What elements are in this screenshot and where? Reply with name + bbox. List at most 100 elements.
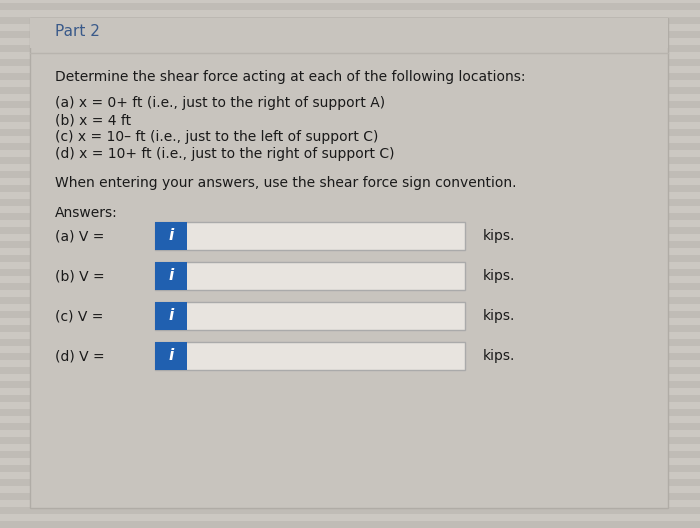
FancyBboxPatch shape (0, 437, 700, 444)
FancyBboxPatch shape (0, 283, 700, 290)
FancyBboxPatch shape (30, 18, 668, 508)
FancyBboxPatch shape (0, 248, 700, 255)
FancyBboxPatch shape (0, 381, 700, 388)
FancyBboxPatch shape (0, 136, 700, 143)
FancyBboxPatch shape (0, 374, 700, 381)
FancyBboxPatch shape (0, 339, 700, 346)
FancyBboxPatch shape (0, 213, 700, 220)
FancyBboxPatch shape (0, 416, 700, 423)
FancyBboxPatch shape (0, 304, 700, 311)
FancyBboxPatch shape (0, 234, 700, 241)
FancyBboxPatch shape (0, 451, 700, 458)
Text: kips.: kips. (483, 309, 515, 323)
FancyBboxPatch shape (0, 17, 700, 24)
FancyBboxPatch shape (0, 150, 700, 157)
FancyBboxPatch shape (0, 409, 700, 416)
FancyBboxPatch shape (155, 342, 187, 370)
FancyBboxPatch shape (0, 0, 700, 3)
FancyBboxPatch shape (0, 325, 700, 332)
FancyBboxPatch shape (155, 222, 187, 250)
FancyBboxPatch shape (0, 59, 700, 66)
FancyBboxPatch shape (0, 402, 700, 409)
FancyBboxPatch shape (0, 122, 700, 129)
FancyBboxPatch shape (0, 101, 700, 108)
Text: Part 2: Part 2 (55, 24, 100, 39)
FancyBboxPatch shape (0, 157, 700, 164)
FancyBboxPatch shape (0, 38, 700, 45)
FancyBboxPatch shape (0, 192, 700, 199)
Text: kips.: kips. (483, 349, 515, 363)
FancyBboxPatch shape (0, 521, 700, 528)
FancyBboxPatch shape (0, 353, 700, 360)
FancyBboxPatch shape (0, 45, 700, 52)
Text: Answers:: Answers: (55, 206, 118, 220)
Text: (a) x = 0+ ft (i.e., just to the right of support A): (a) x = 0+ ft (i.e., just to the right o… (55, 96, 385, 110)
Text: kips.: kips. (483, 229, 515, 243)
Text: (b) V =: (b) V = (55, 269, 104, 283)
FancyBboxPatch shape (0, 332, 700, 339)
FancyBboxPatch shape (0, 129, 700, 136)
FancyBboxPatch shape (0, 52, 700, 59)
FancyBboxPatch shape (0, 444, 700, 451)
FancyBboxPatch shape (0, 500, 700, 507)
Text: (c) V =: (c) V = (55, 309, 104, 323)
FancyBboxPatch shape (0, 87, 700, 94)
FancyBboxPatch shape (0, 31, 700, 38)
FancyBboxPatch shape (0, 241, 700, 248)
FancyBboxPatch shape (155, 262, 465, 290)
FancyBboxPatch shape (0, 360, 700, 367)
FancyBboxPatch shape (0, 262, 700, 269)
FancyBboxPatch shape (0, 199, 700, 206)
Text: Determine the shear force acting at each of the following locations:: Determine the shear force acting at each… (55, 70, 526, 84)
FancyBboxPatch shape (0, 255, 700, 262)
FancyBboxPatch shape (0, 458, 700, 465)
Text: (d) x = 10+ ft (i.e., just to the right of support C): (d) x = 10+ ft (i.e., just to the right … (55, 147, 395, 161)
FancyBboxPatch shape (0, 290, 700, 297)
Text: When entering your answers, use the shear force sign convention.: When entering your answers, use the shea… (55, 176, 517, 190)
FancyBboxPatch shape (0, 297, 700, 304)
FancyBboxPatch shape (30, 18, 668, 48)
Text: i: i (169, 348, 174, 363)
FancyBboxPatch shape (0, 108, 700, 115)
Text: i: i (169, 229, 174, 243)
FancyBboxPatch shape (0, 24, 700, 31)
Text: (b) x = 4 ft: (b) x = 4 ft (55, 113, 131, 127)
FancyBboxPatch shape (0, 465, 700, 472)
FancyBboxPatch shape (0, 206, 700, 213)
FancyBboxPatch shape (0, 493, 700, 500)
Text: i: i (169, 269, 174, 284)
FancyBboxPatch shape (0, 220, 700, 227)
Text: (d) V =: (d) V = (55, 349, 104, 363)
FancyBboxPatch shape (0, 423, 700, 430)
FancyBboxPatch shape (0, 3, 700, 10)
FancyBboxPatch shape (0, 269, 700, 276)
FancyBboxPatch shape (0, 472, 700, 479)
FancyBboxPatch shape (0, 388, 700, 395)
Text: kips.: kips. (483, 269, 515, 283)
FancyBboxPatch shape (0, 367, 700, 374)
FancyBboxPatch shape (0, 479, 700, 486)
Text: (a) V =: (a) V = (55, 229, 104, 243)
FancyBboxPatch shape (0, 10, 700, 17)
FancyBboxPatch shape (0, 227, 700, 234)
FancyBboxPatch shape (0, 346, 700, 353)
FancyBboxPatch shape (0, 507, 700, 514)
FancyBboxPatch shape (0, 395, 700, 402)
FancyBboxPatch shape (155, 302, 187, 330)
FancyBboxPatch shape (0, 94, 700, 101)
FancyBboxPatch shape (0, 164, 700, 171)
FancyBboxPatch shape (0, 486, 700, 493)
FancyBboxPatch shape (0, 73, 700, 80)
FancyBboxPatch shape (155, 302, 465, 330)
FancyBboxPatch shape (0, 143, 700, 150)
FancyBboxPatch shape (0, 430, 700, 437)
FancyBboxPatch shape (0, 115, 700, 122)
FancyBboxPatch shape (0, 171, 700, 178)
FancyBboxPatch shape (155, 222, 465, 250)
FancyBboxPatch shape (0, 66, 700, 73)
FancyBboxPatch shape (0, 318, 700, 325)
FancyBboxPatch shape (0, 514, 700, 521)
FancyBboxPatch shape (0, 80, 700, 87)
FancyBboxPatch shape (0, 185, 700, 192)
Text: (c) x = 10– ft (i.e., just to the left of support C): (c) x = 10– ft (i.e., just to the left o… (55, 130, 379, 144)
